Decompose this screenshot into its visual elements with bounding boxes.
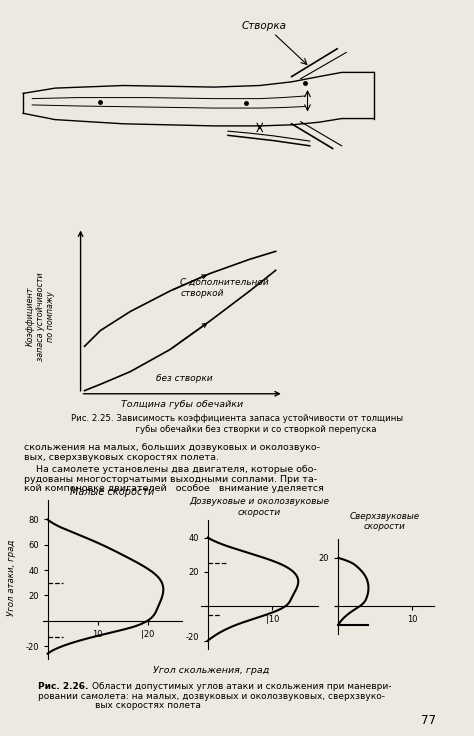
- Text: рудованы многосторчатыми выходными соплами. При та-: рудованы многосторчатыми выходными сопла…: [24, 475, 317, 484]
- Text: вых, сверхзвуковых скоростях полета.: вых, сверхзвуковых скоростях полета.: [24, 453, 219, 461]
- Text: Створка: Створка: [242, 21, 287, 32]
- Text: ровании самолета: на малых, дозвуковых и околозвуковых, сверхзвуко-: ровании самолета: на малых, дозвуковых и…: [38, 692, 385, 701]
- Text: кой компоновке двигателей   особое   внимание уделяется: кой компоновке двигателей особое внимани…: [24, 484, 324, 493]
- Text: На самолете установлены два двигателя, которые обо-: На самолете установлены два двигателя, к…: [24, 465, 317, 474]
- Text: С дополнительной
створкой: С дополнительной створкой: [180, 278, 269, 297]
- Title: Дозвуковые и околозвуковые
скорости: Дозвуковые и околозвуковые скорости: [190, 498, 329, 517]
- Text: Толщина губы обечайки: Толщина губы обечайки: [121, 400, 244, 409]
- Text: Области допустимых углов атаки и скольжения при маневри-: Области допустимых углов атаки и скольже…: [92, 682, 392, 691]
- Text: скольжения на малых, больших дозвуковых и околозвуко-: скольжения на малых, больших дозвуковых …: [24, 443, 319, 452]
- Text: Рис. 2.25. Зависимость коэффициента запаса устойчивости от толщины
             : Рис. 2.25. Зависимость коэффициента запа…: [71, 414, 403, 434]
- Text: 77: 77: [421, 714, 436, 727]
- Text: без створки: без створки: [156, 374, 213, 383]
- Text: Сверхзвуковые
скорости: Сверхзвуковые скорости: [349, 512, 419, 531]
- Title: Малые скорости: Малые скорости: [70, 487, 155, 497]
- Text: вых скоростях полета: вых скоростях полета: [95, 701, 201, 710]
- Text: Коэффициент
запаса устойчивости
по помпажу: Коэффициент запаса устойчивости по помпа…: [26, 272, 55, 361]
- Text: Рис. 2.26.: Рис. 2.26.: [38, 682, 88, 691]
- Text: Угол скольжения, град: Угол скольжения, град: [153, 666, 269, 675]
- Text: Угол атаки, град: Угол атаки, град: [8, 539, 16, 616]
